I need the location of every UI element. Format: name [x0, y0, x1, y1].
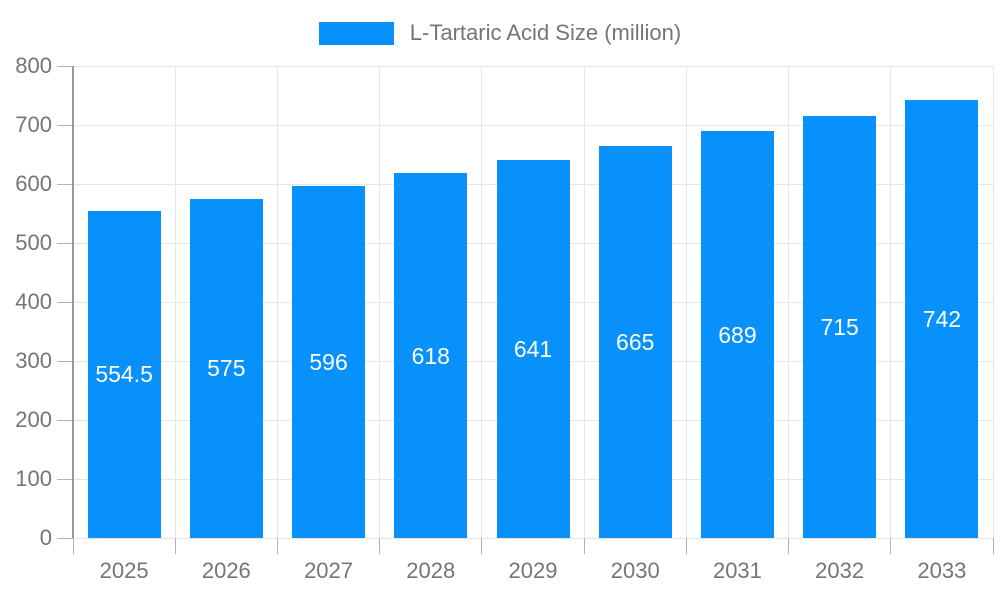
- y-axis-tick: [57, 242, 73, 244]
- bar: [189, 198, 263, 538]
- y-axis-tick-label: 100: [15, 466, 52, 491]
- x-gridline: [890, 66, 892, 538]
- x-axis-tick: [788, 538, 790, 554]
- y-axis-tick: [57, 478, 73, 480]
- bar: [496, 159, 570, 538]
- x-axis-tick-label: 2030: [610, 558, 660, 583]
- bar-value-label: 575: [207, 355, 246, 382]
- x-gridline: [481, 66, 483, 538]
- x-axis-tick: [890, 538, 892, 554]
- y-axis-tick: [57, 360, 73, 362]
- x-axis-tick-label: 2025: [99, 558, 149, 583]
- bar: [292, 186, 366, 538]
- y-axis-tick: [57, 301, 73, 303]
- x-gridline: [276, 66, 278, 538]
- bar-value-label: 665: [616, 328, 655, 355]
- x-gridline: [583, 66, 585, 538]
- legend-label: L-Tartaric Acid Size (million): [409, 20, 682, 45]
- y-axis-tick-label: 800: [15, 53, 52, 78]
- x-axis-tick-label: 2029: [508, 558, 558, 583]
- y-axis-tick: [57, 124, 73, 126]
- bar: [803, 116, 877, 538]
- bar-value-label: 641: [513, 335, 553, 362]
- y-axis-tick-label: 500: [15, 230, 52, 255]
- y-axis-tick: [57, 65, 73, 67]
- bar: [700, 131, 774, 538]
- y-axis-tick-label: 400: [15, 289, 52, 314]
- x-gridline: [174, 66, 176, 538]
- y-axis-line: [72, 66, 74, 538]
- x-axis-tick: [481, 538, 483, 554]
- bar-value-label: 554.5: [95, 361, 153, 388]
- x-axis-tick: [379, 538, 381, 554]
- x-axis-tick: [992, 538, 994, 554]
- y-gridline: [73, 124, 993, 126]
- bar-value-label: 715: [820, 314, 859, 341]
- bar-value-label: 618: [411, 342, 450, 369]
- x-axis-tick: [685, 538, 687, 554]
- x-axis-tick: [583, 538, 585, 554]
- bar: [905, 100, 979, 538]
- y-axis-tick-label: 200: [15, 407, 52, 432]
- y-axis-tick-label: 600: [15, 171, 52, 196]
- y-axis-tick-label: 300: [15, 348, 52, 373]
- bar-value-label: 596: [309, 349, 348, 376]
- y-axis-tick-label: 0: [39, 525, 52, 550]
- x-gridline: [788, 66, 790, 538]
- x-axis-tick-label: 2028: [406, 558, 456, 583]
- x-axis-tick: [72, 538, 74, 554]
- x-axis-tick-label: 2032: [815, 558, 865, 583]
- bar: [394, 173, 468, 538]
- x-axis-tick-label: 2027: [304, 558, 354, 583]
- legend-color-swatch: [318, 21, 394, 45]
- y-gridline: [73, 537, 993, 539]
- y-axis-tick: [57, 183, 73, 185]
- x-axis-tick: [174, 538, 176, 554]
- bar: [87, 210, 161, 538]
- x-axis-tick-label: 2026: [201, 558, 251, 583]
- legend-item[interactable]: L-Tartaric Acid Size (million): [0, 20, 1000, 46]
- bar-value-label: 689: [718, 321, 757, 348]
- x-gridline: [379, 66, 381, 538]
- bar-value-label: 742: [922, 306, 962, 333]
- bar: [598, 145, 672, 538]
- x-axis-tick-label: 2031: [712, 558, 762, 583]
- x-axis-tick-label: 2033: [917, 558, 967, 583]
- x-gridline: [992, 66, 994, 538]
- y-axis-tick-label: 700: [15, 112, 52, 137]
- x-gridline: [685, 66, 687, 538]
- y-axis-tick: [57, 419, 73, 421]
- y-axis-tick: [57, 537, 73, 539]
- x-axis-tick: [276, 538, 278, 554]
- y-gridline: [73, 65, 993, 67]
